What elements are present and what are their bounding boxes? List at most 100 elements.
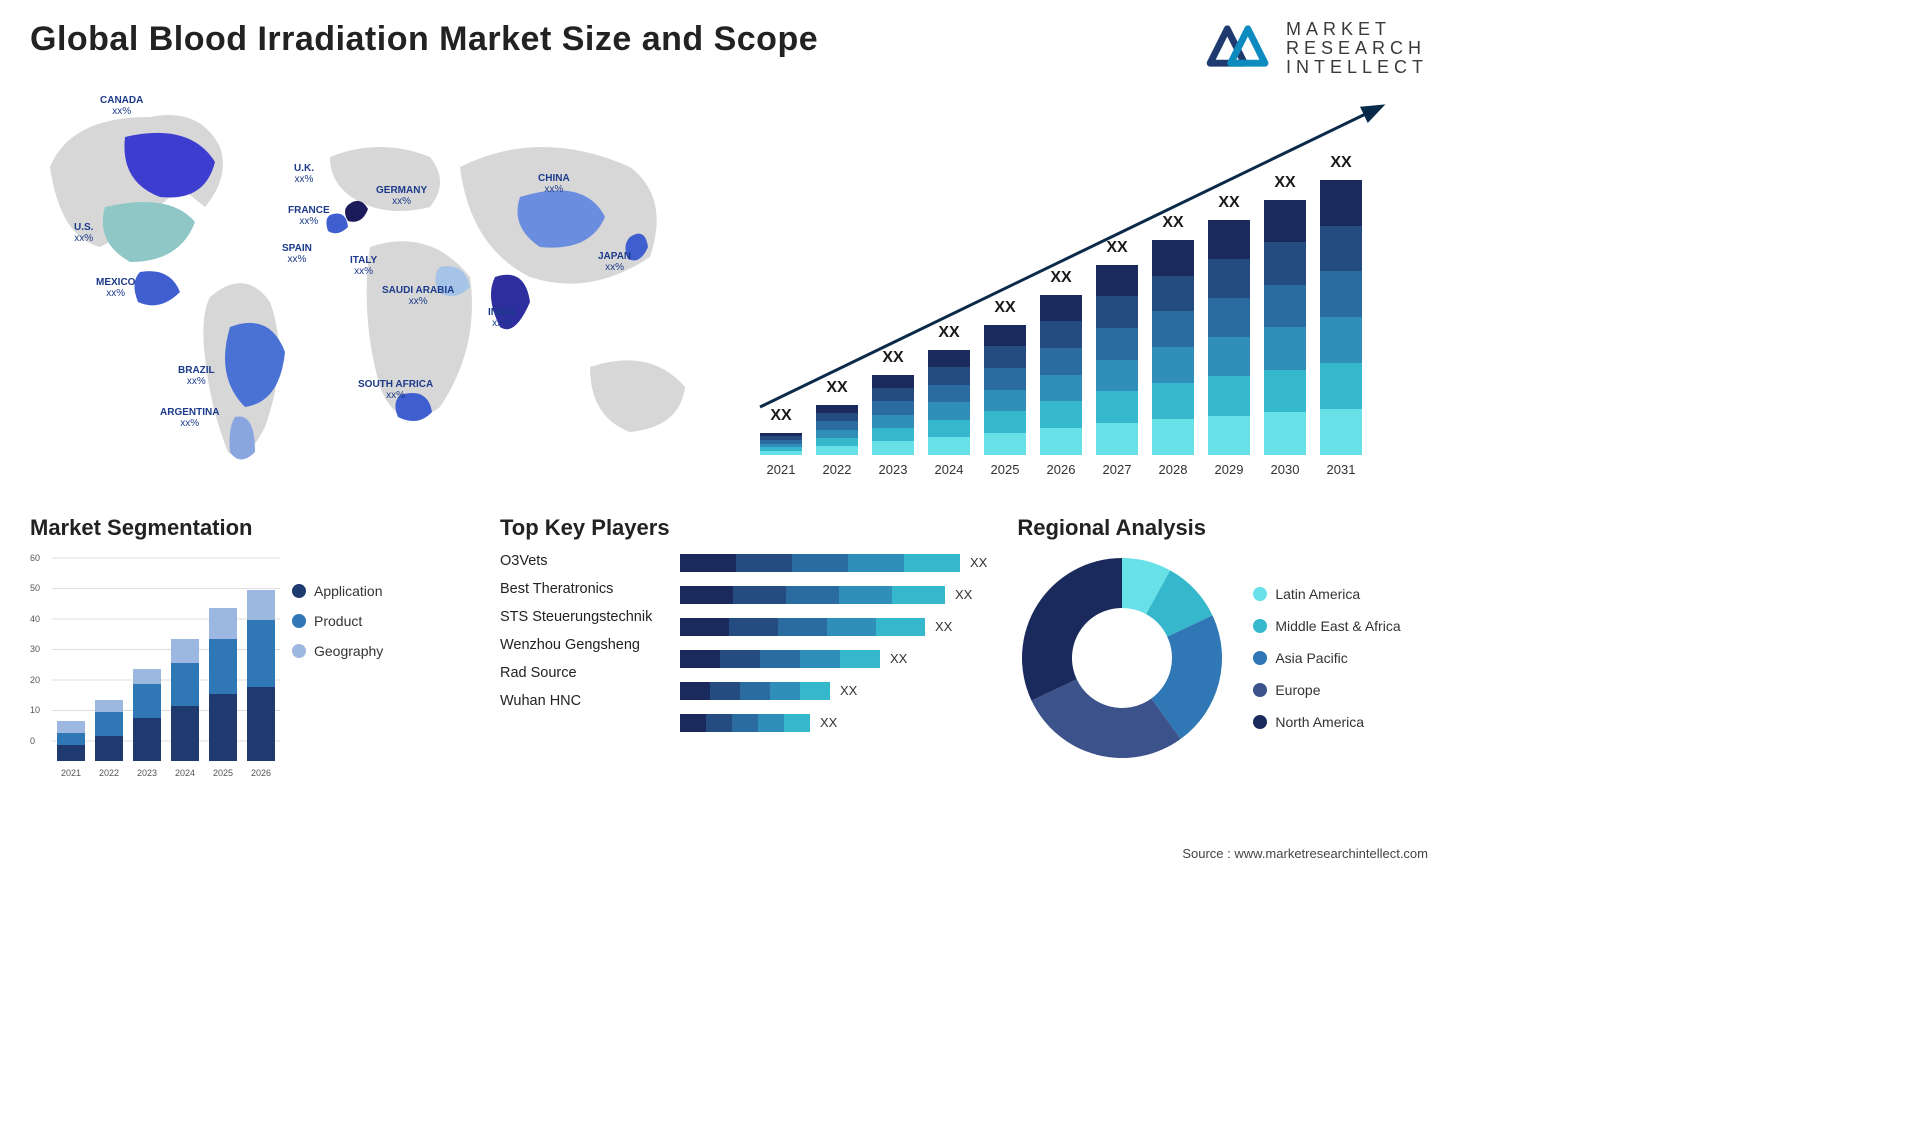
seg-bar: [209, 608, 237, 760]
player-bar-segment: [827, 618, 876, 636]
donut-slice: [1022, 558, 1122, 701]
growth-bar-segment: [872, 415, 914, 428]
seg-bar-segment: [247, 687, 275, 760]
growth-value-label: XX: [984, 299, 1026, 317]
growth-bar-segment: [816, 421, 858, 429]
map-label: FRANCExx%: [288, 205, 330, 227]
segmentation-panel: Market Segmentation 01020304050602021202…: [30, 515, 470, 805]
growth-value-label: XX: [928, 324, 970, 342]
seg-bar-segment: [95, 712, 123, 736]
growth-bar-segment: [760, 451, 802, 455]
seg-bar: [171, 639, 199, 761]
player-bar-segment: [706, 714, 732, 732]
seg-bar-segment: [133, 669, 161, 684]
legend-label: Application: [314, 583, 383, 599]
seg-y-tick: 60: [30, 553, 40, 563]
segmentation-title: Market Segmentation: [30, 515, 470, 541]
growth-bar-segment: [1040, 348, 1082, 375]
growth-bar-segment: [872, 428, 914, 441]
player-bar-row: XX: [680, 649, 987, 669]
seg-bar: [57, 721, 85, 761]
growth-bar-segment: [1320, 271, 1362, 317]
player-bar-segment: [680, 650, 720, 668]
player-bar-segment: [778, 618, 827, 636]
player-value: XX: [955, 587, 972, 602]
player-bar-segment: [758, 714, 784, 732]
brand-logo: MARKET RESEARCH INTELLECT: [1206, 20, 1428, 77]
regional-legend-item: Europe: [1253, 682, 1400, 698]
growth-bar-segment: [816, 430, 858, 438]
players-labels: O3VetsBest TheratronicsSTS Steuerungstec…: [500, 553, 670, 733]
growth-bar-segment: [1096, 423, 1138, 455]
growth-bar-segment: [1264, 412, 1306, 455]
donut-svg: [1017, 553, 1227, 763]
growth-bar-segment: [1096, 328, 1138, 360]
bottom-row: Market Segmentation 01020304050602021202…: [30, 515, 1428, 805]
seg-y-tick: 30: [30, 644, 40, 654]
growth-bar-segment: [984, 433, 1026, 455]
player-bar-segment: [904, 554, 960, 572]
player-name: Rad Source: [500, 665, 670, 681]
legend-label: North America: [1275, 714, 1364, 730]
seg-bar-segment: [133, 684, 161, 718]
player-bar: [680, 682, 830, 700]
players-title: Top Key Players: [500, 515, 987, 541]
player-bar-segment: [732, 714, 758, 732]
player-bar-segment: [792, 554, 848, 572]
seg-bar-segment: [171, 663, 199, 706]
growth-bar-segment: [1040, 321, 1082, 348]
seg-x-tick: 2024: [171, 768, 199, 778]
player-bar-segment: [770, 682, 800, 700]
seg-bar-segment: [247, 620, 275, 687]
seg-x-tick: 2023: [133, 768, 161, 778]
player-value: XX: [820, 715, 837, 730]
player-bar-row: XX: [680, 617, 987, 637]
regional-legend-item: Asia Pacific: [1253, 650, 1400, 666]
growth-bar: [1264, 200, 1306, 455]
player-bar-segment: [848, 554, 904, 572]
map-label: JAPANxx%: [598, 251, 631, 273]
growth-bar-segment: [872, 401, 914, 414]
growth-bar-segment: [984, 325, 1026, 347]
seg-bar-segment: [171, 639, 199, 663]
map-label: CHINAxx%: [538, 173, 570, 195]
growth-bar-segment: [1208, 376, 1250, 415]
player-name: Wenzhou Gengsheng: [500, 637, 670, 653]
player-bar-segment: [800, 682, 830, 700]
player-bar: [680, 618, 925, 636]
legend-swatch: [292, 614, 306, 628]
seg-y-tick: 0: [30, 736, 35, 746]
seg-y-tick: 10: [30, 705, 40, 715]
player-name: STS Steuerungstechnik: [500, 609, 670, 625]
seg-bar-segment: [133, 718, 161, 761]
player-bar-segment: [710, 682, 740, 700]
growth-bar: [816, 405, 858, 455]
map-label: U.K.xx%: [294, 163, 314, 185]
seg-bar-segment: [57, 733, 85, 745]
growth-bar-segment: [928, 402, 970, 420]
player-name: Wuhan HNC: [500, 693, 670, 709]
growth-bar-segment: [1152, 240, 1194, 276]
growth-bar-segment: [1264, 285, 1306, 328]
growth-bar-segment: [872, 388, 914, 401]
growth-chart-panel: 2021XX2022XX2023XX2024XX2025XX2026XX2027…: [740, 87, 1428, 487]
growth-bar-segment: [872, 375, 914, 388]
seg-bar-segment: [57, 721, 85, 733]
growth-bar-segment: [984, 346, 1026, 368]
legend-label: Latin America: [1275, 586, 1360, 602]
map-label: SPAINxx%: [282, 243, 312, 265]
growth-year-label: 2028: [1152, 462, 1194, 477]
segmentation-legend: ApplicationProductGeography: [292, 583, 383, 783]
seg-bar-segment: [95, 700, 123, 712]
page: Global Blood Irradiation Market Size and…: [0, 0, 1458, 871]
seg-bar: [95, 700, 123, 761]
growth-bar-segment: [1264, 200, 1306, 243]
player-name: Best Theratronics: [500, 581, 670, 597]
segmentation-body: 0102030405060202120222023202420252026 Ap…: [30, 553, 470, 783]
growth-bar-segment: [928, 367, 970, 385]
growth-bar-segment: [1208, 220, 1250, 259]
legend-swatch: [1253, 715, 1267, 729]
growth-bar-segment: [1096, 265, 1138, 297]
growth-bar-segment: [1096, 296, 1138, 328]
seg-legend-item: Geography: [292, 643, 383, 659]
